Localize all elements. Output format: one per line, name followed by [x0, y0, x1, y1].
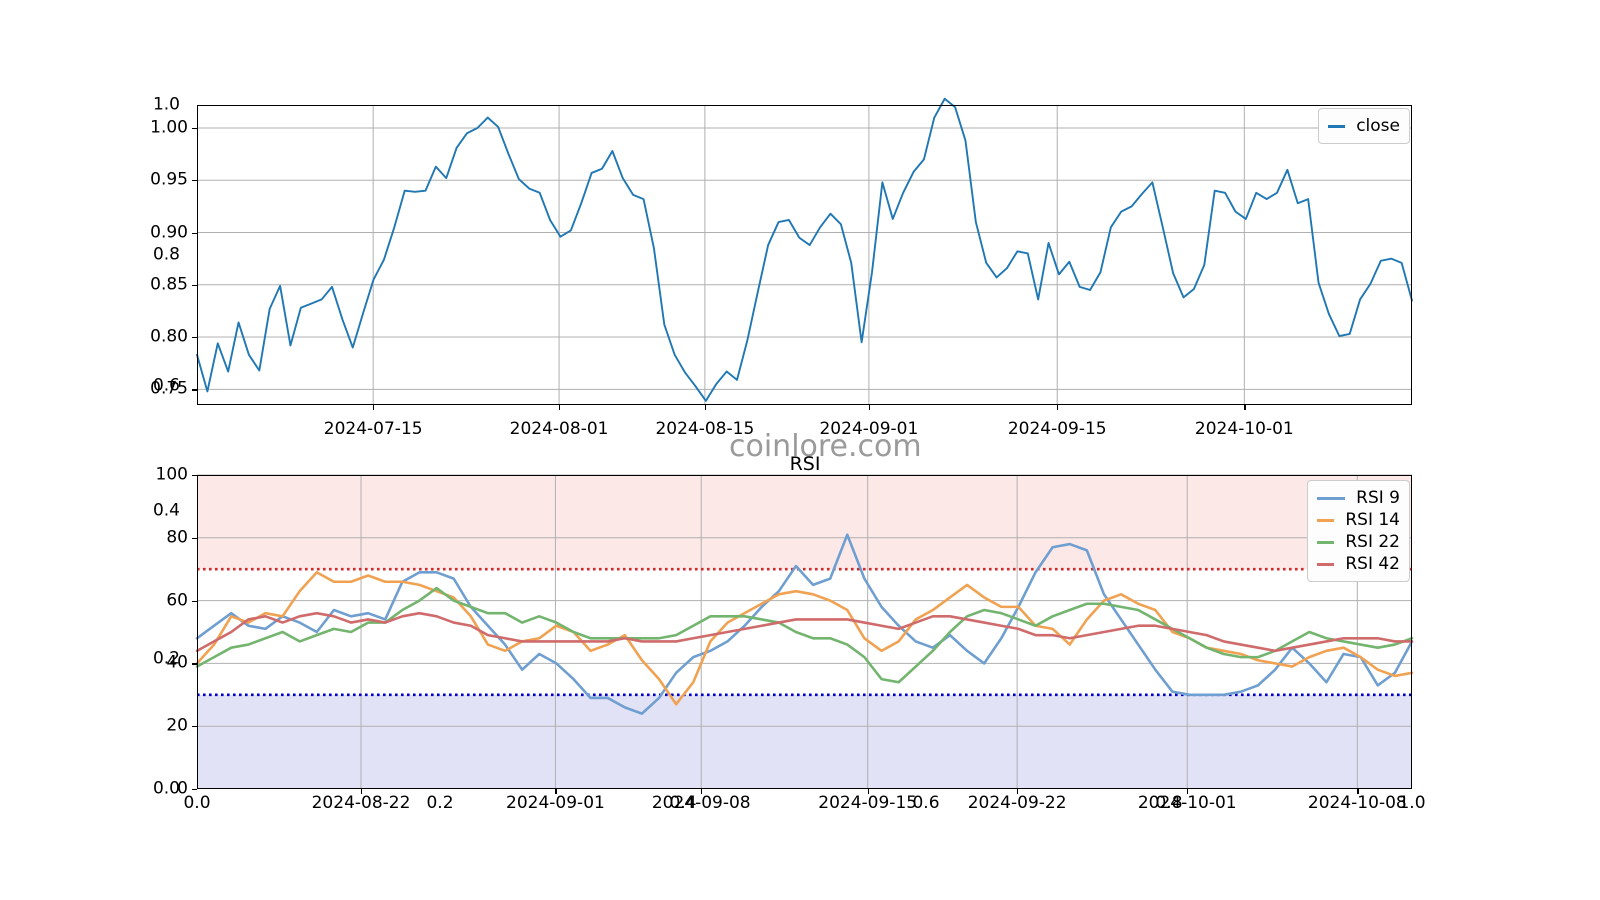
price-x-tick-mark [559, 405, 561, 410]
rsi-y-tick-label: 80 [166, 527, 188, 548]
price-y-tick-label-overlap: 0.6 [152, 375, 180, 395]
price-y-tick-mark [192, 127, 197, 130]
legend-color-swatch [1317, 562, 1335, 566]
price-y-tick-label: 0.90 [150, 222, 188, 243]
rsi-x-tick-mark [1017, 789, 1019, 794]
price-y-tick-label: 0.85 [150, 274, 188, 295]
rsi-x-tick-label: 2024-10-08 [1307, 793, 1407, 813]
price-x-tick-mark [704, 405, 707, 410]
legend-item-label: RSI 14 [1345, 510, 1400, 530]
legend-item-label: RSI 9 [1356, 488, 1400, 508]
legend-item[interactable]: close [1328, 115, 1400, 137]
rsi-y-tick-mark [192, 663, 197, 665]
price-y-tick-mark [192, 232, 197, 234]
price-series-lines [196, 97, 1413, 402]
price-legend[interactable]: close [1318, 108, 1410, 144]
rsi-panel: 100 80 60 40 20 0 0.4 0.2 0.0 2024-08-22 2024-09… [0, 460, 1600, 900]
price-x-tick-label: 2024-09-01 [819, 419, 919, 439]
legend-item-label: close [1356, 116, 1400, 136]
legend-item[interactable]: RSI 22 [1317, 531, 1400, 553]
rsi-y-tick-label-overlap: 0.2 [152, 648, 180, 669]
rsi-x-tick-label-overlap: 0.2 [426, 793, 454, 813]
rsi-plot-area [195, 474, 1414, 789]
rsi-axes-frame [197, 475, 1412, 789]
legend-item-label: RSI 22 [1345, 532, 1400, 552]
price-x-tick-mark [373, 405, 375, 410]
price-y-tick-label-overlap: 1.0 [152, 94, 180, 115]
rsi-threshold-lines [197, 567, 1412, 697]
rsi-x-tick-label: 2024-09-15 [818, 793, 918, 813]
rsi-panel-title: RSI [789, 453, 821, 475]
legend-color-swatch [1317, 540, 1335, 544]
rsi-y-tick-mark [192, 726, 197, 728]
rsi-x-tick-label-overlap: 1.0 [1398, 793, 1426, 813]
price-y-tick-label: 0.95 [150, 169, 188, 190]
price-y-tick-label: 1.00 [150, 117, 188, 138]
legend-item[interactable]: RSI 42 [1317, 553, 1400, 575]
legend-color-swatch [1328, 124, 1346, 128]
rsi-x-tick-label-overlap: 0.6 [912, 793, 940, 813]
rsi-y-tick-label: 0 [177, 778, 188, 799]
rsi-y-tick-label-overlap: 0.4 [152, 500, 180, 521]
price-y-tick-mark [192, 337, 197, 339]
price-x-tick-mark [868, 405, 871, 410]
rsi-x-tick-mark [1187, 789, 1189, 794]
price-y-tick-mark [192, 389, 197, 391]
rsi-x-tick-label: 2024-08-22 [311, 793, 411, 813]
legend-item-label: RSI 42 [1345, 554, 1400, 574]
rsi-x-tick-mark [1357, 789, 1359, 794]
rsi-legend[interactable]: RSI 9 RSI 14 RSI 22 RSI 42 [1307, 480, 1410, 582]
rsi-threshold-bands [197, 475, 1412, 789]
rsi-y-tick-mark [192, 475, 197, 477]
price-x-tick-label: 2024-08-01 [509, 419, 609, 439]
price-y-tick-label: 0.75 [150, 378, 188, 399]
price-x-tick-label: 2024-07-15 [323, 419, 423, 439]
rsi-y-tick-label-overlap: 0.0 [152, 778, 180, 799]
rsi-x-tick-mark [361, 789, 363, 794]
rsi-x-tick-label-overlap: 0.4 [669, 793, 697, 813]
rsi-x-tick-label: 2024-09-08 [651, 793, 751, 813]
legend-item[interactable]: RSI 9 [1317, 487, 1400, 509]
price-y-tick-label-overlap: 0.8 [152, 244, 180, 265]
rsi-x-tick-mark [555, 789, 557, 794]
rsi-y-tick-label: 100 [155, 464, 188, 485]
price-y-tick-mark [192, 284, 197, 286]
legend-color-swatch [1317, 518, 1335, 522]
price-y-tick-label: 0.80 [150, 326, 188, 347]
rsi-series-lines [195, 533, 1414, 715]
rsi-x-tick-label: 2024-10-01 [1137, 793, 1237, 813]
price-y-tick-mark [192, 180, 197, 182]
rsi-y-tick-mark [192, 789, 197, 791]
price-x-tick-mark [1244, 405, 1246, 410]
price-axes-frame [197, 105, 1412, 405]
price-panel: 1.00 0.95 0.90 0.85 0.80 0.75 1.0 0.8 0.6 2024-… [150, 94, 1413, 439]
rsi-y-tick-mark [192, 600, 197, 602]
price-plot-area [196, 97, 1413, 405]
price-x-tick-label: 2024-10-01 [1194, 419, 1294, 439]
price-x-tick-label: 2024-09-15 [1007, 419, 1107, 439]
rsi-y-tick-label: 60 [166, 590, 188, 611]
price-x-tick-mark [1057, 405, 1059, 410]
legend-item[interactable]: RSI 14 [1317, 509, 1400, 531]
price-x-tick-label: 2024-08-15 [655, 419, 755, 439]
rsi-x-tick-mark [701, 789, 703, 794]
rsi-x-tick-mark [867, 789, 869, 794]
rsi-y-tick-label: 40 [166, 652, 188, 673]
rsi-x-tick-label: 2024-09-22 [967, 793, 1067, 813]
rsi-x-tick-label: 2024-09-01 [506, 793, 605, 813]
rsi-y-tick-mark [192, 537, 197, 539]
rsi-x-tick-label-overlap: 0.8 [1155, 793, 1183, 813]
rsi-x-tick-label-overlap: 0.0 [183, 793, 211, 813]
price-gridlines [197, 105, 1412, 405]
rsi-y-tick-label: 20 [166, 715, 188, 736]
legend-color-swatch [1317, 496, 1346, 500]
watermark: coinlore.com [729, 429, 922, 464]
